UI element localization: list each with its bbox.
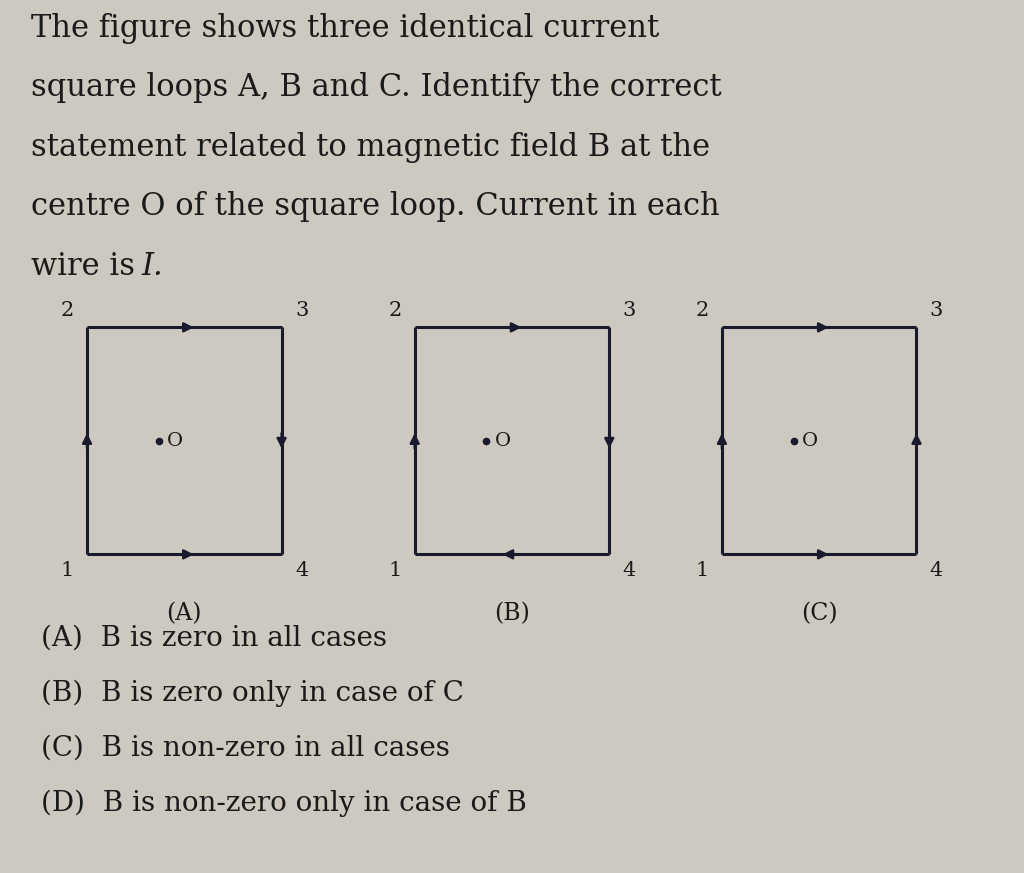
Text: 2: 2 xyxy=(388,301,401,320)
Text: centre O of the square loop. Current in each: centre O of the square loop. Current in … xyxy=(31,191,720,223)
Text: 4: 4 xyxy=(295,561,308,581)
Text: (D)  B is non-zero only in case of B: (D) B is non-zero only in case of B xyxy=(41,789,526,816)
Text: statement related to magnetic field B at the: statement related to magnetic field B at… xyxy=(31,132,710,163)
Text: 4: 4 xyxy=(623,561,636,581)
Text: 1: 1 xyxy=(695,561,709,581)
Text: 3: 3 xyxy=(930,301,943,320)
Text: (C): (C) xyxy=(801,602,838,625)
Text: (C)  B is non-zero in all cases: (C) B is non-zero in all cases xyxy=(41,734,450,761)
Text: I.: I. xyxy=(141,251,163,282)
Text: 4: 4 xyxy=(930,561,943,581)
Text: O: O xyxy=(802,432,818,450)
Text: square loops A, B and C. Identify the correct: square loops A, B and C. Identify the co… xyxy=(31,72,721,104)
Text: 3: 3 xyxy=(295,301,308,320)
Text: 1: 1 xyxy=(388,561,401,581)
Text: 3: 3 xyxy=(623,301,636,320)
Text: O: O xyxy=(167,432,183,450)
Text: (B)  B is zero only in case of C: (B) B is zero only in case of C xyxy=(41,679,464,706)
Text: (B): (B) xyxy=(494,602,530,625)
Text: wire is: wire is xyxy=(31,251,144,282)
Text: O: O xyxy=(495,432,511,450)
Text: (A): (A) xyxy=(167,602,202,625)
Text: 2: 2 xyxy=(60,301,74,320)
Text: 2: 2 xyxy=(695,301,709,320)
Text: (A)  B is zero in all cases: (A) B is zero in all cases xyxy=(41,624,387,651)
Text: The figure shows three identical current: The figure shows three identical current xyxy=(31,13,659,45)
Text: 1: 1 xyxy=(60,561,74,581)
